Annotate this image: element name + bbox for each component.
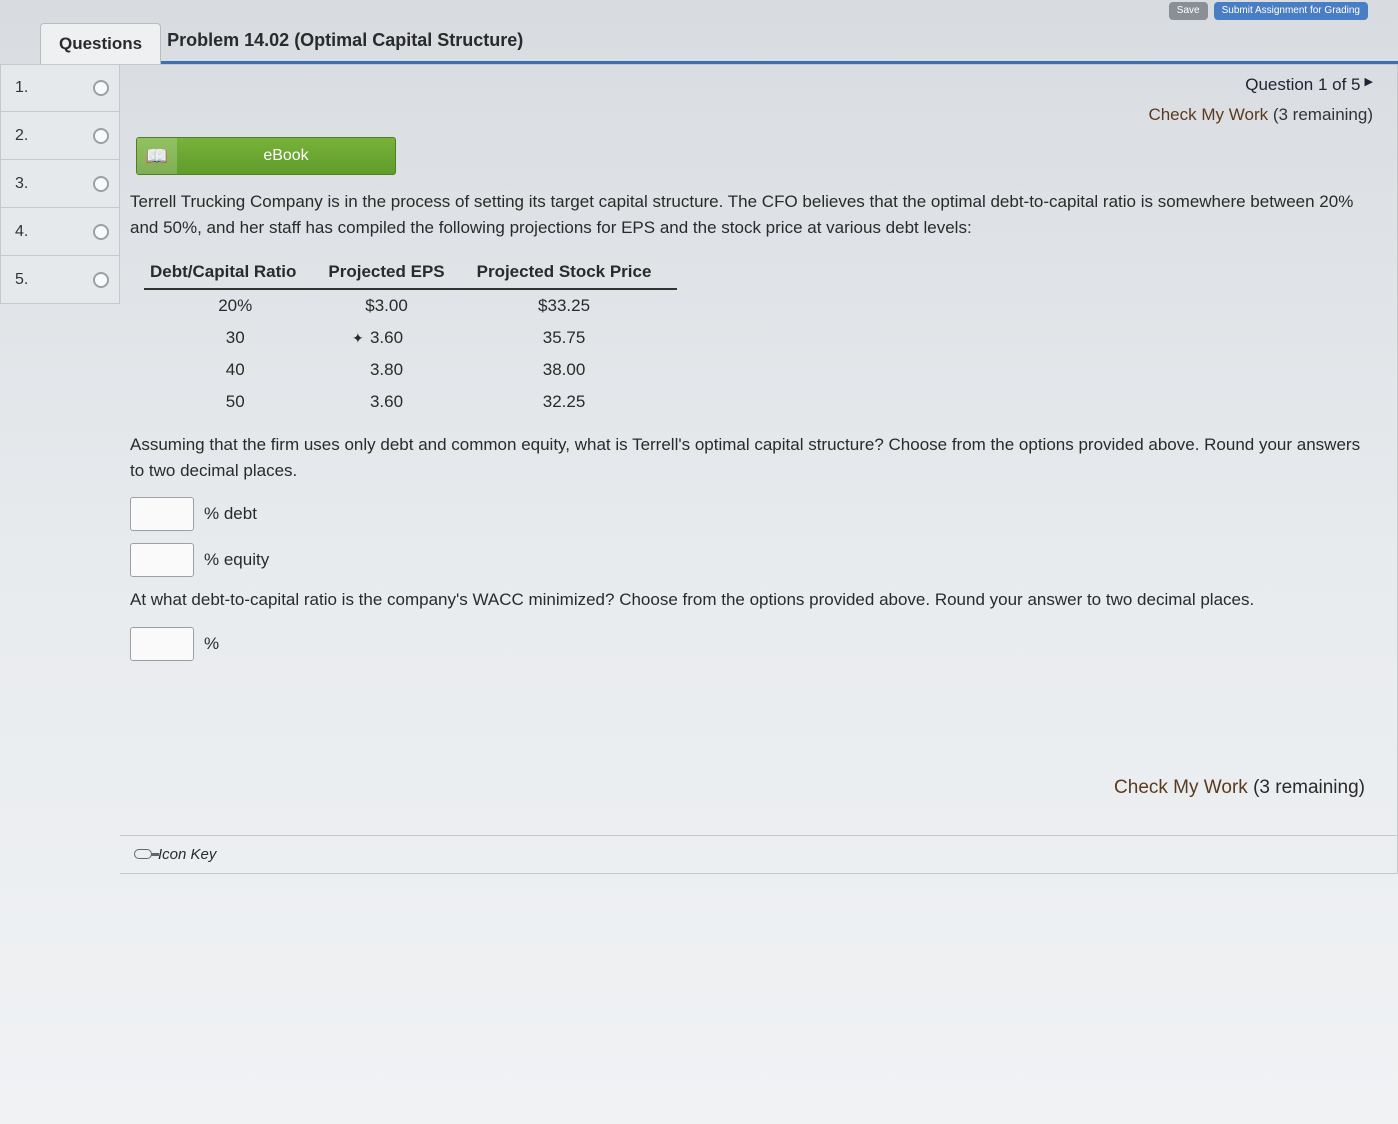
next-question-icon[interactable]: ▶ (1365, 75, 1373, 95)
status-icon (93, 128, 109, 144)
question-1-text: Assuming that the firm uses only debt an… (120, 428, 1397, 491)
table-cell: 50 (144, 386, 322, 418)
projections-table: Debt/Capital Ratio Projected EPS Project… (144, 256, 677, 418)
question-2-text: At what debt-to-capital ratio is the com… (120, 583, 1397, 621)
table-header: Debt/Capital Ratio (144, 256, 322, 289)
problem-intro: Terrell Trucking Company is in the proce… (120, 185, 1397, 248)
submit-assignment-button[interactable]: Submit Assignment for Grading (1214, 2, 1368, 20)
table-cell: 35.75 (471, 322, 678, 354)
cursor-icon: ✦ (352, 330, 364, 347)
table-cell: 32.25 (471, 386, 678, 418)
question-indicator: Question 1 of 5 (1245, 75, 1360, 95)
ebook-button[interactable]: 📖 eBook (136, 137, 396, 175)
equity-label: % equity (204, 550, 269, 570)
question-nav-item-3[interactable]: 3. (0, 160, 120, 208)
table-header: Projected EPS (322, 256, 470, 289)
table-cell: 3.60 (322, 386, 470, 418)
question-number: 1. (15, 79, 28, 97)
check-my-work-link[interactable]: Check My Work (1148, 105, 1268, 125)
table-cell: $33.25 (471, 289, 678, 322)
check-remaining-bottom: (3 remaining) (1253, 777, 1365, 799)
table-row: 30 ✦ 3.60 35.75 (144, 322, 677, 354)
status-icon (93, 272, 109, 288)
status-icon (93, 176, 109, 192)
question-number: 4. (15, 223, 28, 241)
icon-key-row[interactable]: Icon Key (120, 835, 1397, 873)
table-row: 50 3.60 32.25 (144, 386, 677, 418)
problem-title: Problem 14.02 (Optimal Capital Structure… (161, 20, 1398, 64)
question-nav-item-1[interactable]: 1. (0, 64, 120, 112)
check-remaining-count: (3 remaining) (1273, 105, 1373, 125)
save-button[interactable]: Save (1169, 2, 1208, 20)
table-row: 20% $3.00 $33.25 (144, 289, 677, 322)
status-icon (93, 80, 109, 96)
debt-input[interactable] (130, 497, 194, 531)
status-icon (93, 224, 109, 240)
table-cell: ✦ 3.60 (322, 322, 470, 354)
equity-input[interactable] (130, 543, 194, 577)
table-cell: 3.80 (322, 354, 470, 386)
table-cell: 30 (144, 322, 322, 354)
table-header: Projected Stock Price (471, 256, 678, 289)
question-number: 2. (15, 127, 28, 145)
table-row: 40 3.80 38.00 (144, 354, 677, 386)
question-nav: 1. 2. 3. 4. 5. (0, 64, 120, 874)
question-nav-item-4[interactable]: 4. (0, 208, 120, 256)
question-number: 5. (15, 271, 28, 289)
question-number: 3. (15, 175, 28, 193)
table-cell: 20% (144, 289, 322, 322)
question-content: Question 1 of 5 ▶ Check My Work (3 remai… (120, 64, 1398, 874)
key-icon (134, 849, 152, 859)
book-icon: 📖 (137, 138, 177, 174)
debt-label: % debt (204, 504, 257, 524)
table-cell: 40 (144, 354, 322, 386)
question-nav-item-5[interactable]: 5. (0, 256, 120, 304)
table-cell: 38.00 (471, 354, 678, 386)
wacc-ratio-input[interactable] (130, 627, 194, 661)
check-my-work-link-bottom[interactable]: Check My Work (1114, 777, 1248, 799)
table-cell: $3.00 (322, 289, 470, 322)
question-nav-item-2[interactable]: 2. (0, 112, 120, 160)
tab-questions[interactable]: Questions (40, 23, 161, 64)
ebook-label: eBook (177, 147, 395, 165)
icon-key-label: Icon Key (158, 846, 216, 863)
table-cell-value: 3.60 (370, 328, 403, 347)
percent-label: % (204, 634, 219, 654)
